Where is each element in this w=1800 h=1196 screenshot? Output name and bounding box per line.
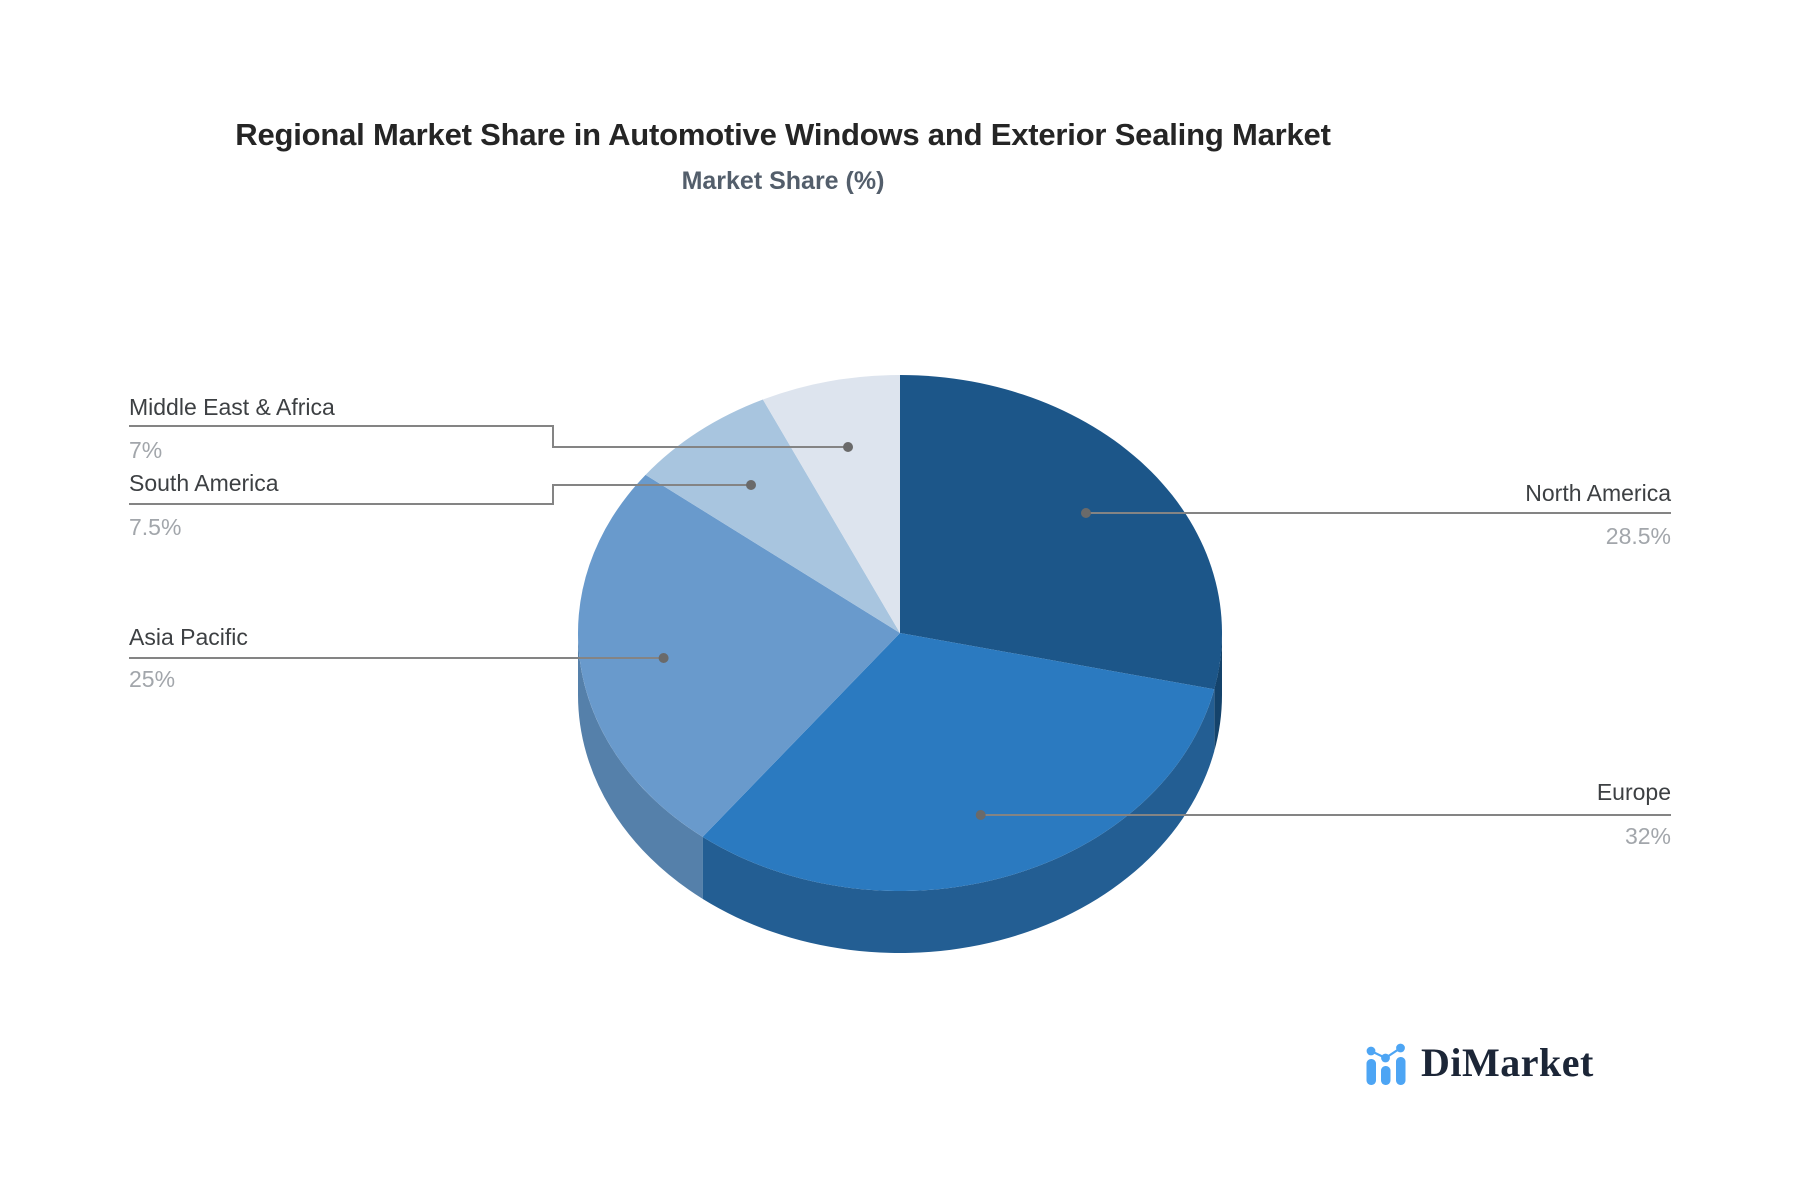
pie-slice-middle-east-africa[interactable]: [762, 375, 900, 633]
callout-label-north-america: North America: [1525, 480, 1671, 506]
pie-slice-europe[interactable]: [702, 633, 1215, 892]
pie-slice-asia-pacific[interactable]: [577, 474, 900, 837]
logo-text: DiMarket: [1421, 1040, 1594, 1085]
leader-dot-asia-pacific: [658, 653, 669, 663]
leader-dot-north-america: [1080, 508, 1091, 518]
callout-value-europe: 32%: [1624, 823, 1671, 849]
leader-dot-south-america: [746, 480, 757, 490]
bar-line-chart-icon: [1366, 1043, 1406, 1085]
dimarket-logo: DiMarket: [1366, 1040, 1594, 1086]
pie-slice-north-america[interactable]: [900, 375, 1223, 690]
pie-slice-south-america[interactable]: [645, 399, 900, 633]
callout-label-europe: Europe: [1596, 779, 1671, 805]
chart-subtitle: Market Share (%): [681, 167, 885, 195]
callout-value-north-america: 28.5%: [1605, 523, 1671, 549]
callout-value-middle-east-africa: 7%: [129, 437, 163, 463]
callout-label-asia-pacific: Asia Pacific: [129, 624, 248, 650]
page-title: Regional Market Share in Automotive Wind…: [235, 117, 1331, 152]
leader-line-middle-east-africa: [129, 425, 849, 448]
pie-slice-side-europe: [702, 689, 1215, 954]
callout-value-south-america: 7.5%: [129, 514, 182, 540]
leader-dot-middle-east-africa: [843, 442, 854, 452]
pie-slice-side-asia-pacific: [578, 633, 703, 899]
callout-label-south-america: South America: [129, 470, 279, 496]
leader-line-south-america: [129, 484, 752, 505]
pie-slice-side-north-america: [1214, 633, 1222, 752]
callout-value-asia-pacific: 25%: [129, 666, 176, 692]
leader-dot-europe: [975, 810, 986, 820]
callout-label-middle-east-africa: Middle East & Africa: [129, 394, 335, 420]
